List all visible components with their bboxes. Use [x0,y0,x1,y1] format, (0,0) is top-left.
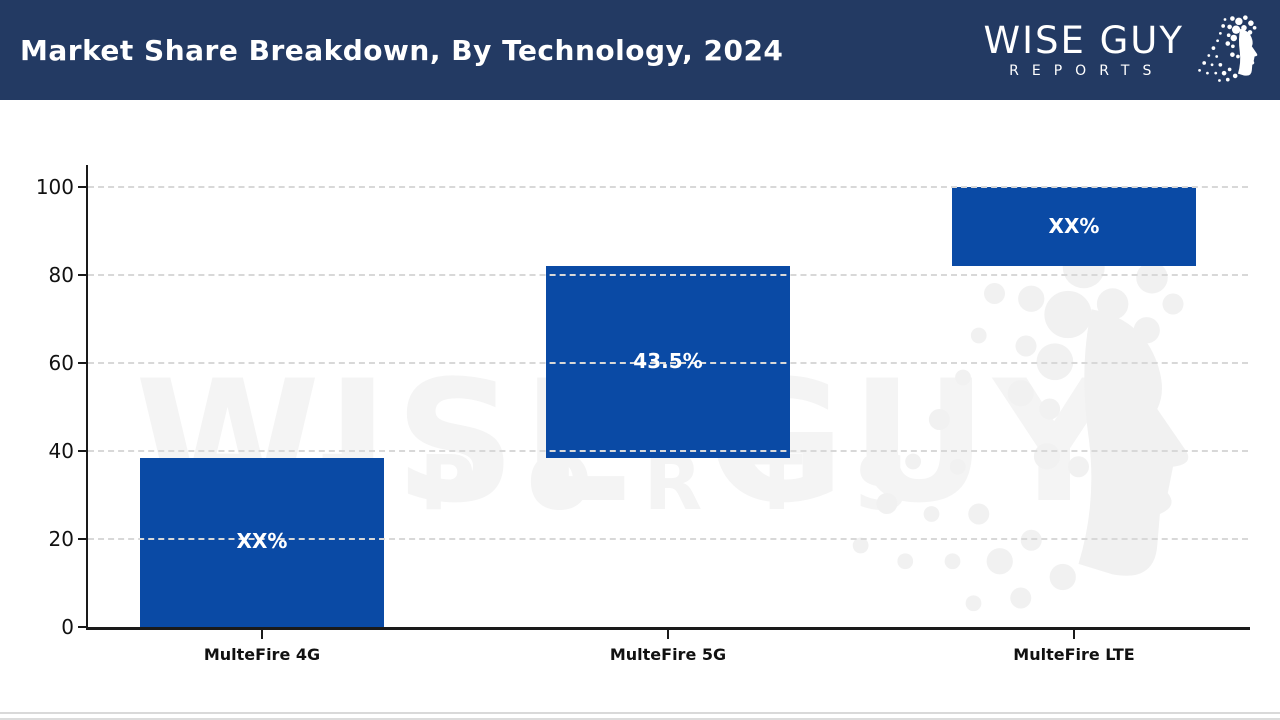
x-tick-label: MulteFire LTE [1013,645,1135,664]
y-tick [78,186,88,188]
y-tick [78,362,88,364]
gridline [88,362,1248,364]
y-tick-label: 80 [48,263,74,287]
gridline [88,538,1248,540]
gridline [88,450,1248,452]
wiseguy-logo: WISE GUY REPORTS [984,13,1280,87]
y-tick-label: 0 [61,615,74,639]
y-tick [78,538,88,540]
page-header: Market Share Breakdown, By Technology, 2… [0,0,1280,100]
x-tick-label: MulteFire 4G [203,645,321,664]
x-tick [261,630,263,639]
logo-reports-text: REPORTS [1009,62,1165,79]
page-title: Market Share Breakdown, By Technology, 2… [20,33,784,67]
logo-wordmark: WISE GUY REPORTS [984,22,1184,79]
bar [140,457,384,627]
y-tick [78,274,88,276]
x-tick-label: MulteFire 5G [609,645,727,664]
bar-label: 43.5% [633,348,703,373]
bar [546,266,790,458]
y-tick [78,450,88,452]
x-tick [667,630,669,639]
y-tick-label: 100 [35,175,74,199]
bar [952,187,1196,267]
x-axis [86,627,1250,630]
plot-area: 0 20 40 60 80 100 XX% MulteFire 4G 43.5% MulteFir… [0,100,1280,714]
y-tick-label: 40 [48,439,74,463]
y-axis [86,165,88,630]
gridline [88,274,1248,276]
chart-area: WISE GUY REPORTS 0 20 40 60 80 100 XX% MulteFir… [0,100,1280,714]
gridline [88,186,1248,188]
y-tick-label: 20 [48,527,74,551]
y-tick [78,626,88,628]
bar-label: XX% [236,529,288,554]
y-tick-label: 60 [48,351,74,375]
bottom-divider [0,712,1280,720]
logo-wiseguy-text: WISE GUY [983,18,1184,62]
bar-label: XX% [1048,213,1100,238]
x-tick [1073,630,1075,639]
logo-face-icon [1198,15,1258,82]
